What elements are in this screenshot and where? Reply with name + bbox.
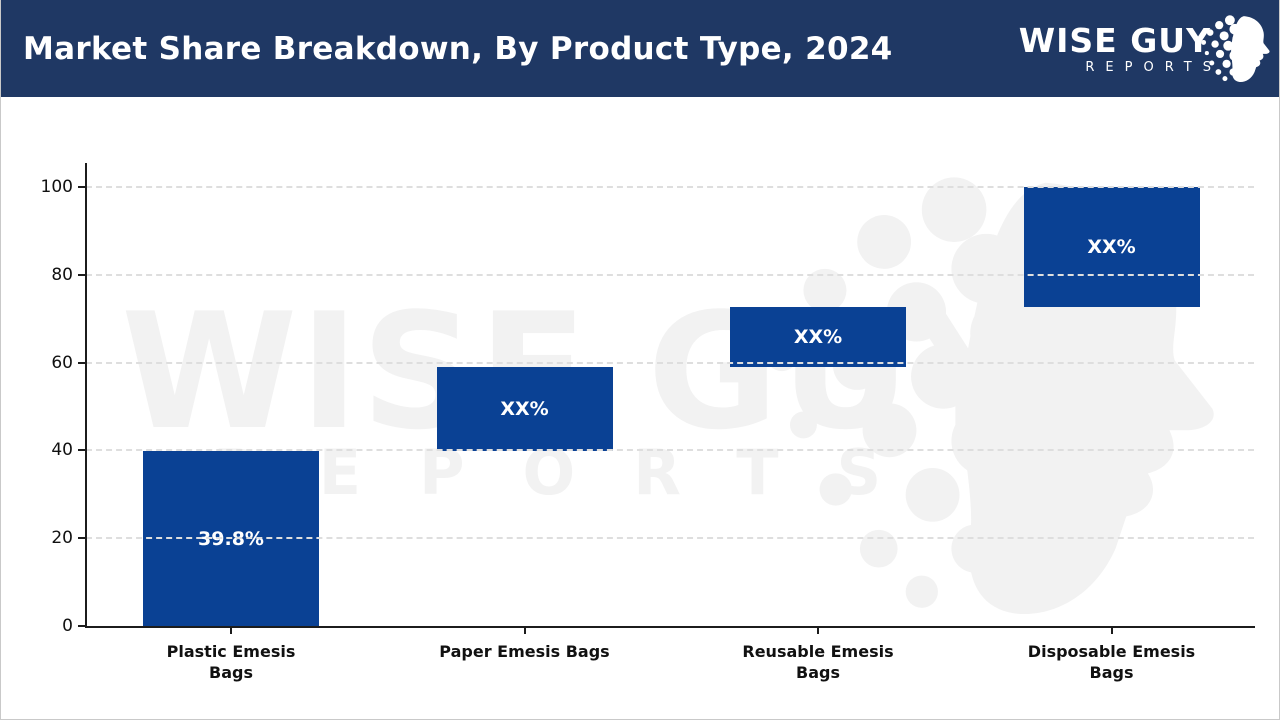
- y-axis-tick-label: 100: [40, 176, 73, 197]
- bar-value-label: XX%: [1087, 235, 1136, 258]
- bar-value-label: XX%: [500, 398, 549, 421]
- y-axis-line: [85, 163, 87, 628]
- gridline-40: [86, 449, 1254, 452]
- y-axis-tick: [78, 361, 86, 364]
- y-axis-tick-label: 60: [51, 352, 73, 373]
- y-axis-tick: [78, 185, 86, 188]
- logo: WISE GUY REPORTS: [1019, 6, 1271, 92]
- y-axis-tick: [78, 449, 86, 452]
- gridline-60: [86, 361, 1254, 364]
- bar-3: XX%: [730, 306, 906, 367]
- y-axis-tick-label: 20: [51, 528, 73, 549]
- x-axis-category-label: Paper Emesis Bags: [439, 642, 610, 661]
- gridline-100: [86, 185, 1254, 188]
- y-axis-tick-label: 80: [51, 264, 73, 285]
- gridline-20: [86, 537, 1254, 540]
- y-axis-tick: [78, 273, 86, 276]
- x-axis-tick: [523, 627, 526, 634]
- x-axis-tick: [817, 627, 819, 634]
- logo-subtitle: REPORTS: [1085, 60, 1222, 75]
- y-axis-tick: [78, 625, 86, 627]
- y-axis-tick: [78, 537, 86, 540]
- x-axis-category-label: Plastic Emesis Bags: [166, 642, 296, 682]
- bar-2: XX%: [436, 366, 613, 452]
- x-axis-category-label: Reusable Emesis Bags: [742, 642, 894, 682]
- bar-value-label: XX%: [793, 325, 843, 348]
- x-axis-line: [85, 626, 1255, 628]
- gridline-80: [86, 273, 1254, 276]
- x-axis-tick: [1110, 627, 1113, 634]
- page-title: Market Share Breakdown, By Product Type,…: [23, 30, 893, 67]
- logo-wordmark: WISE GUY: [1018, 21, 1211, 60]
- logo-text: WISE GUY REPORTS: [1019, 24, 1211, 74]
- x-axis-tick: [230, 627, 232, 634]
- x-axis-category-label: Disposable Emesis Bags: [1027, 642, 1196, 682]
- y-axis-tick-label: 40: [51, 440, 73, 461]
- header-bar: Market Share Breakdown, By Product Type,…: [1, 0, 1279, 97]
- bar-4: XX%: [1023, 186, 1200, 307]
- y-axis-tick-label: 0: [62, 616, 73, 636]
